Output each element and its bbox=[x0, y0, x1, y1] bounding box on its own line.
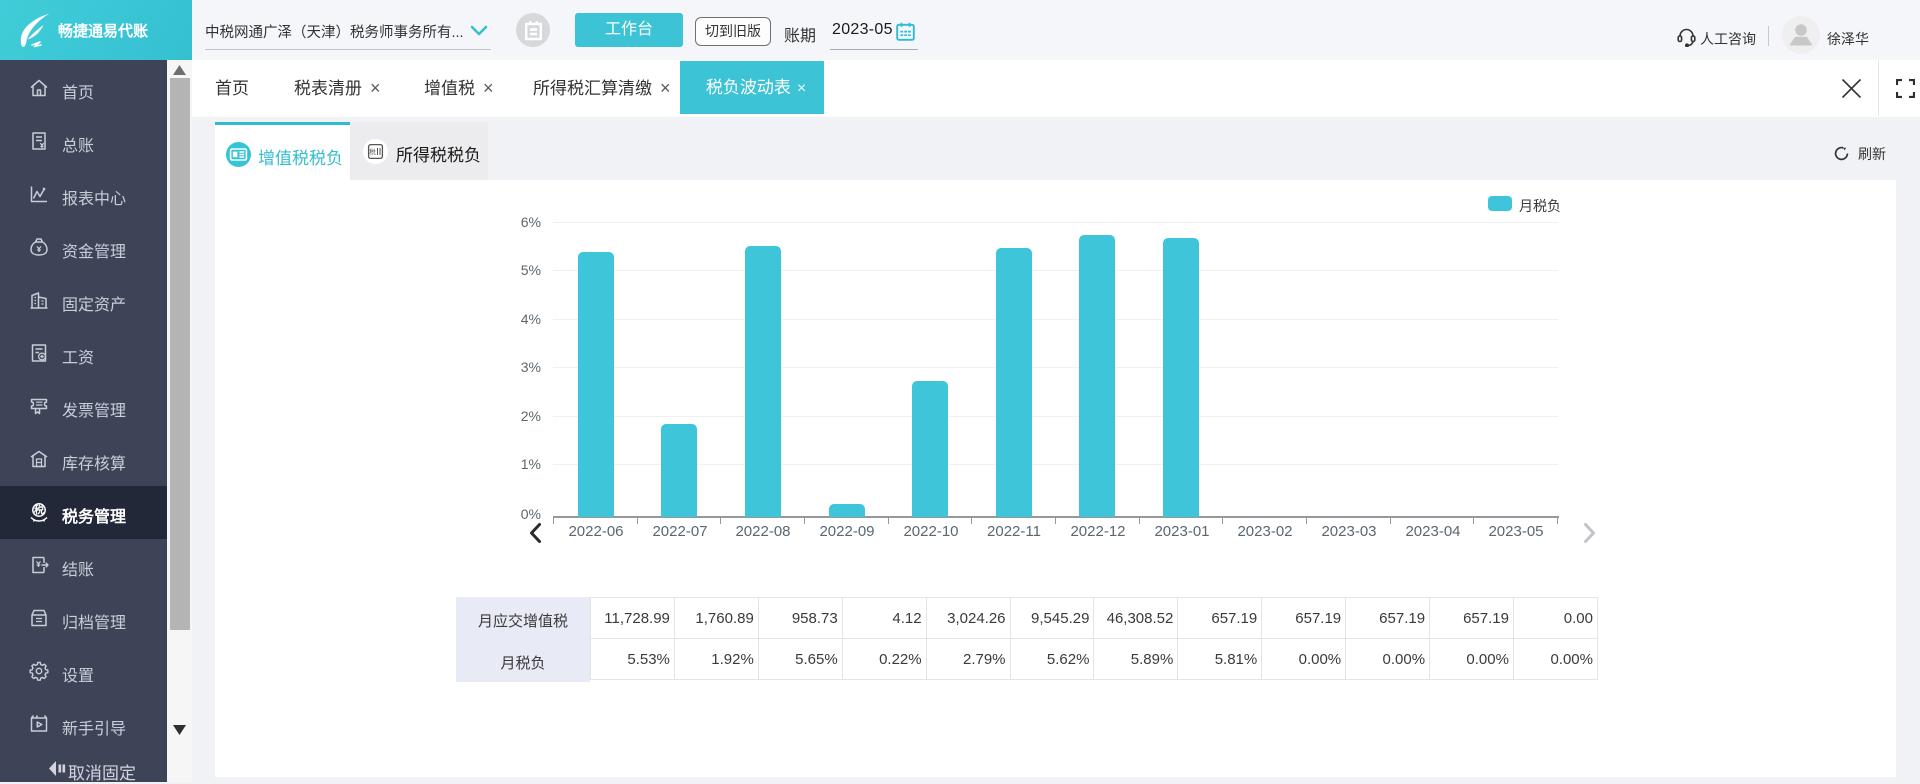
svg-text:税: 税 bbox=[34, 504, 44, 517]
svg-text:税: 税 bbox=[369, 147, 376, 156]
